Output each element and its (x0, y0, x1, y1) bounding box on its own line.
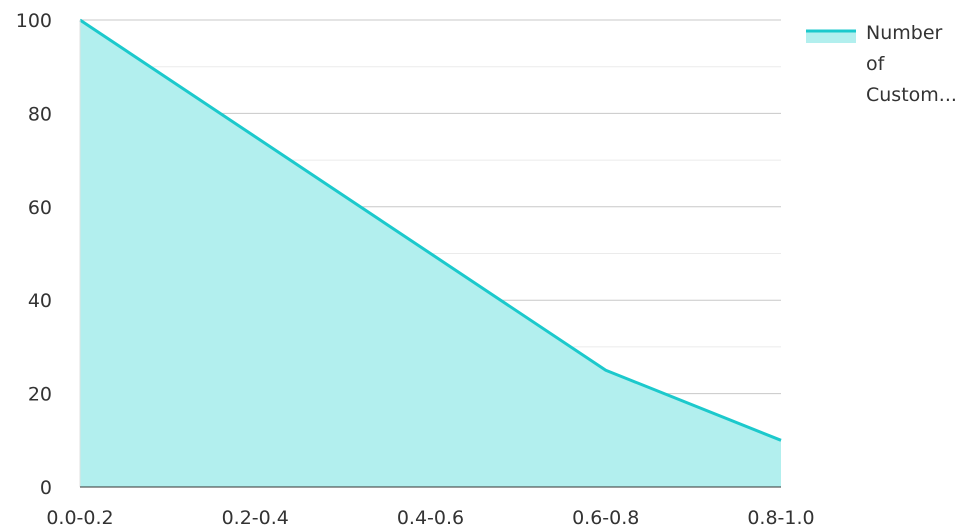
legend-label-line-3: Custom... (866, 84, 957, 106)
x-tick-label: 0.2-0.4 (222, 507, 289, 529)
x-tick-label: 0.4-0.6 (397, 507, 464, 529)
x-axis: 0.0-0.2 0.2-0.4 0.4-0.6 0.6-0.8 0.8-1.0 (46, 486, 815, 529)
legend-label-line-2: of (866, 53, 886, 75)
y-tick-label: 0 (40, 477, 52, 499)
legend: Number of Custom... (806, 22, 957, 106)
y-tick-label: 60 (28, 197, 52, 219)
y-tick-label: 80 (28, 103, 52, 125)
y-axis: 0 20 40 60 80 100 (16, 10, 81, 499)
x-tick-label: 0.6-0.8 (572, 507, 639, 529)
y-tick-label: 100 (16, 10, 52, 32)
x-tick-label: 0.0-0.2 (46, 507, 113, 529)
y-tick-label: 20 (28, 384, 52, 406)
legend-label-line-1: Number (866, 22, 943, 44)
x-tick-label: 0.8-1.0 (747, 507, 814, 529)
legend-swatch-fill (806, 30, 856, 43)
y-tick-label: 40 (28, 290, 52, 312)
